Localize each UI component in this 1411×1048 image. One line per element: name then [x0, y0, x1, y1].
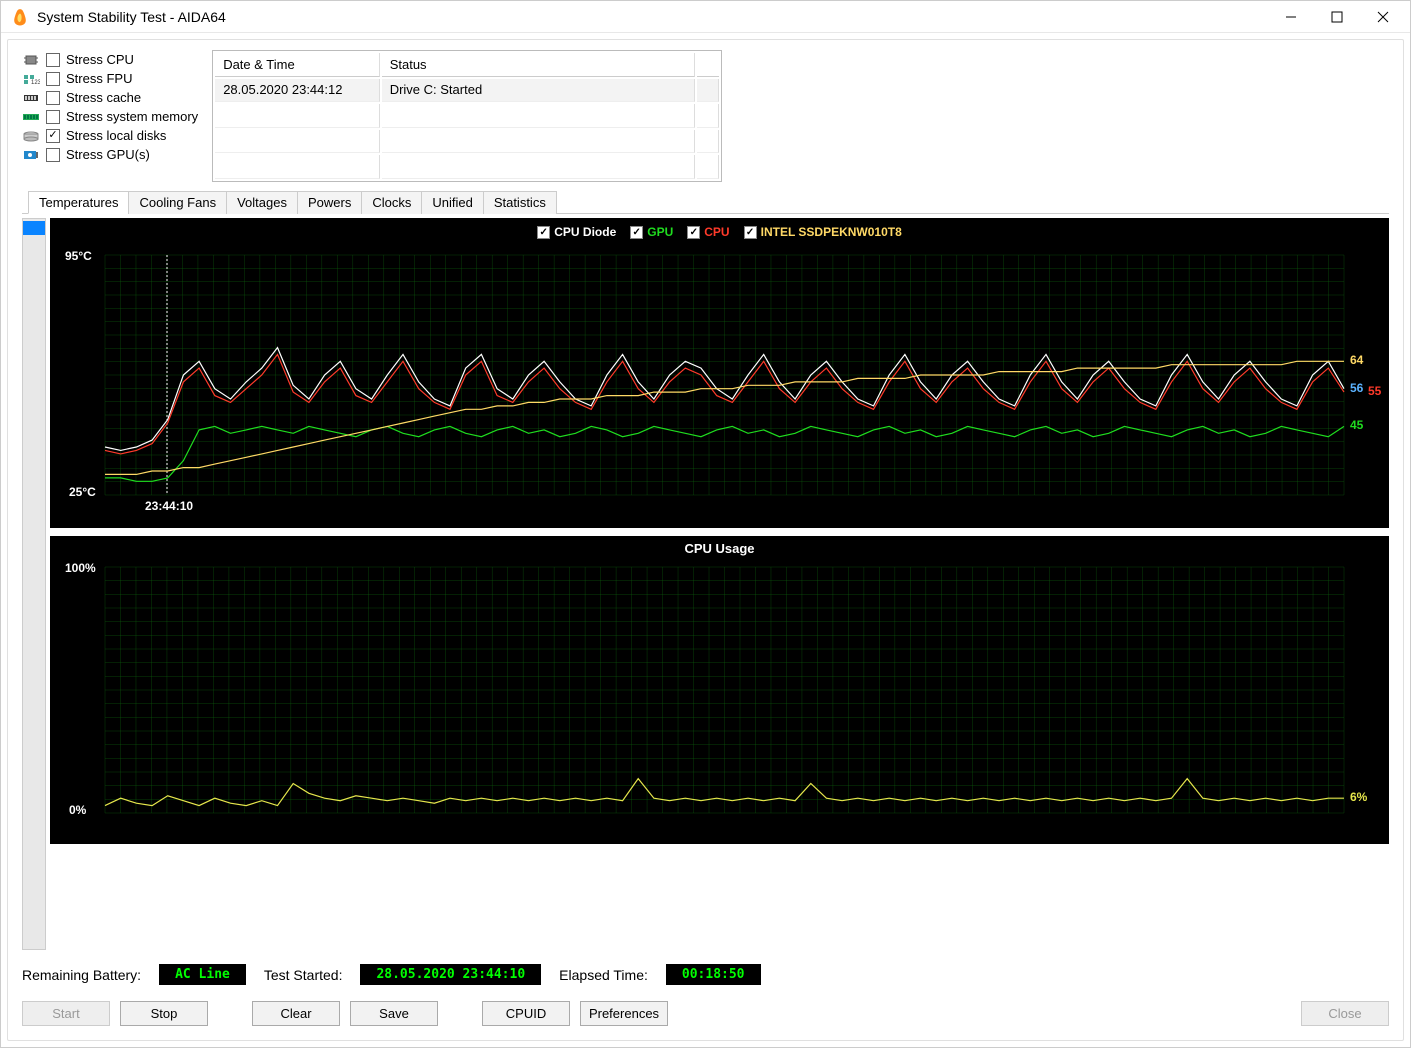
- clear-button[interactable]: Clear: [252, 1001, 340, 1026]
- stress-item-gpu: Stress GPU(s): [22, 147, 198, 162]
- stress-checkbox-fpu[interactable]: [46, 72, 60, 86]
- stress-label: Stress system memory: [66, 109, 198, 124]
- temperature-chart: CPU DiodeGPUCPUINTEL SSDPEKNW010T8 95°C2…: [50, 218, 1389, 528]
- stress-label: Stress CPU: [66, 52, 134, 67]
- stress-checkbox-cache[interactable]: [46, 91, 60, 105]
- minimize-button[interactable]: [1268, 2, 1314, 32]
- stress-item-fpu: 123 Stress FPU: [22, 71, 198, 86]
- stress-options: Stress CPU 123 Stress FPU Stress cache St…: [22, 50, 198, 182]
- stress-label: Stress GPU(s): [66, 147, 150, 162]
- stress-checkbox-gpu[interactable]: [46, 148, 60, 162]
- gpu-icon: [22, 149, 40, 161]
- tab-cooling-fans[interactable]: Cooling Fans: [128, 191, 227, 214]
- stress-item-cpu: Stress CPU: [22, 52, 198, 67]
- test-started-label: Test Started:: [264, 967, 343, 983]
- disk-icon: [22, 130, 40, 142]
- save-button[interactable]: Save: [350, 1001, 438, 1026]
- close-button[interactable]: [1360, 2, 1406, 32]
- series-end-label: 6%: [1350, 790, 1367, 804]
- elapsed-time-label: Elapsed Time:: [559, 967, 648, 983]
- content-area: Stress CPU 123 Stress FPU Stress cache St…: [7, 39, 1404, 1041]
- stress-label: Stress local disks: [66, 128, 166, 143]
- series-end-label: 45: [1350, 418, 1363, 432]
- axis-label: 23:44:10: [145, 499, 193, 513]
- cpu-usage-chart: CPU Usage 100%0%6%: [50, 536, 1389, 844]
- cpu-icon: [22, 54, 40, 66]
- elapsed-time-value: 00:18:50: [666, 964, 761, 985]
- mem-icon: [22, 111, 40, 123]
- tab-temperatures[interactable]: Temperatures: [28, 191, 129, 214]
- stress-item-mem: Stress system memory: [22, 109, 198, 124]
- stress-item-disk: Stress local disks: [22, 128, 198, 143]
- stress-checkbox-cpu[interactable]: [46, 53, 60, 67]
- tab-clocks[interactable]: Clocks: [361, 191, 422, 214]
- axis-label: 25°C: [69, 485, 96, 499]
- tab-voltages[interactable]: Voltages: [226, 191, 298, 214]
- main-window: System Stability Test - AIDA64 Stress CP…: [0, 0, 1411, 1048]
- status-cell-status: Drive C: Started: [382, 79, 696, 103]
- titlebar: System Stability Test - AIDA64: [1, 1, 1410, 33]
- status-header-datetime: Date & Time: [215, 53, 380, 77]
- button-bar: Start Stop Clear Save CPUID Preferences …: [22, 995, 1389, 1040]
- test-started-value: 28.05.2020 23:44:10: [360, 964, 541, 985]
- status-table: Date & Time Status 28.05.2020 23:44:12 D…: [212, 50, 722, 182]
- slider-thumb[interactable]: [23, 221, 45, 235]
- preferences-button[interactable]: Preferences: [580, 1001, 668, 1026]
- tab-powers[interactable]: Powers: [297, 191, 362, 214]
- start-button[interactable]: Start: [22, 1001, 110, 1026]
- stress-checkbox-disk[interactable]: [46, 129, 60, 143]
- stress-checkbox-mem[interactable]: [46, 110, 60, 124]
- series-end-label: 56: [1350, 381, 1363, 395]
- series-end-label: 55: [1368, 384, 1381, 398]
- status-cell-datetime: 28.05.2020 23:44:12: [215, 79, 380, 103]
- cpuid-button[interactable]: CPUID: [482, 1001, 570, 1026]
- window-title: System Stability Test - AIDA64: [37, 9, 1268, 25]
- status-row: 28.05.2020 23:44:12 Drive C: Started: [215, 79, 719, 103]
- stress-label: Stress FPU: [66, 71, 132, 86]
- status-header-status: Status: [382, 53, 696, 77]
- axis-label: 95°C: [65, 249, 92, 263]
- chart-slider[interactable]: [22, 218, 46, 950]
- fpu-icon: 123: [22, 73, 40, 85]
- series-end-label: 64: [1350, 353, 1363, 367]
- battery-value: AC Line: [159, 964, 246, 985]
- axis-label: 0%: [69, 803, 86, 817]
- chart-tabs: TemperaturesCooling FansVoltagesPowersCl…: [22, 190, 1389, 214]
- tab-statistics[interactable]: Statistics: [483, 191, 557, 214]
- maximize-button[interactable]: [1314, 2, 1360, 32]
- cache-icon: [22, 92, 40, 104]
- stress-item-cache: Stress cache: [22, 90, 198, 105]
- status-bar: Remaining Battery: AC Line Test Started:…: [22, 950, 1389, 995]
- tab-unified[interactable]: Unified: [421, 191, 483, 214]
- battery-label: Remaining Battery:: [22, 967, 141, 983]
- app-icon: [11, 8, 29, 26]
- axis-label: 100%: [65, 561, 96, 575]
- svg-text:123: 123: [31, 80, 40, 85]
- close-app-button[interactable]: Close: [1301, 1001, 1389, 1026]
- stop-button[interactable]: Stop: [120, 1001, 208, 1026]
- stress-label: Stress cache: [66, 90, 141, 105]
